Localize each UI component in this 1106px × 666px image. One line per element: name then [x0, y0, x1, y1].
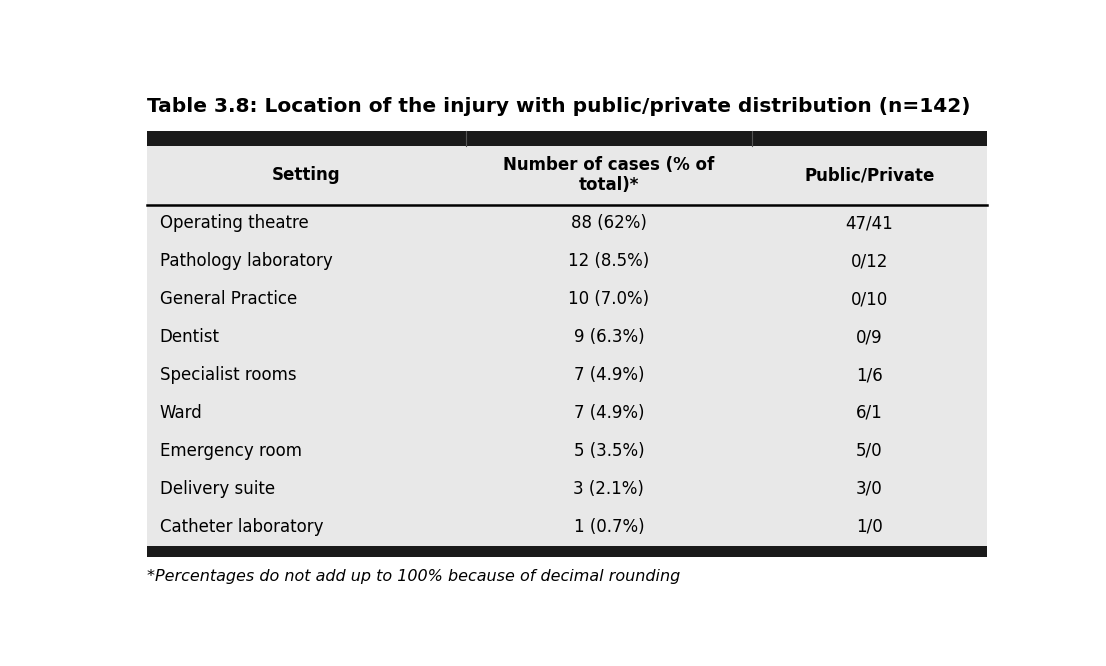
Bar — [147, 146, 987, 557]
Text: 5/0: 5/0 — [856, 442, 883, 460]
Text: General Practice: General Practice — [159, 290, 296, 308]
Text: 3/0: 3/0 — [856, 480, 883, 498]
Text: Number of cases (% of
total)*: Number of cases (% of total)* — [503, 156, 714, 194]
Text: 1 (0.7%): 1 (0.7%) — [574, 517, 644, 535]
Text: 1/6: 1/6 — [856, 366, 883, 384]
Text: 10 (7.0%): 10 (7.0%) — [568, 290, 649, 308]
Text: 0/12: 0/12 — [851, 252, 888, 270]
Text: 7 (4.9%): 7 (4.9%) — [574, 404, 644, 422]
Bar — [147, 131, 987, 146]
Bar — [147, 545, 987, 557]
Text: Dentist: Dentist — [159, 328, 220, 346]
Text: 12 (8.5%): 12 (8.5%) — [568, 252, 649, 270]
Text: 5 (3.5%): 5 (3.5%) — [574, 442, 644, 460]
Text: Delivery suite: Delivery suite — [159, 480, 274, 498]
Text: 47/41: 47/41 — [845, 214, 894, 232]
Text: Setting: Setting — [272, 166, 341, 184]
Text: Ward: Ward — [159, 404, 202, 422]
Text: 3 (2.1%): 3 (2.1%) — [573, 480, 645, 498]
Text: Catheter laboratory: Catheter laboratory — [159, 517, 323, 535]
Text: 9 (6.3%): 9 (6.3%) — [574, 328, 644, 346]
Text: 7 (4.9%): 7 (4.9%) — [574, 366, 644, 384]
Text: 88 (62%): 88 (62%) — [571, 214, 647, 232]
Text: Emergency room: Emergency room — [159, 442, 302, 460]
Text: 0/10: 0/10 — [851, 290, 888, 308]
Text: Public/Private: Public/Private — [804, 166, 935, 184]
Text: Table 3.8: Location of the injury with public/private distribution (n=142): Table 3.8: Location of the injury with p… — [147, 97, 970, 117]
Text: Pathology laboratory: Pathology laboratory — [159, 252, 333, 270]
Text: 1/0: 1/0 — [856, 517, 883, 535]
Text: Specialist rooms: Specialist rooms — [159, 366, 296, 384]
Text: 6/1: 6/1 — [856, 404, 883, 422]
Text: Operating theatre: Operating theatre — [159, 214, 309, 232]
Text: *Percentages do not add up to 100% because of decimal rounding: *Percentages do not add up to 100% becau… — [147, 569, 680, 583]
Text: 0/9: 0/9 — [856, 328, 883, 346]
